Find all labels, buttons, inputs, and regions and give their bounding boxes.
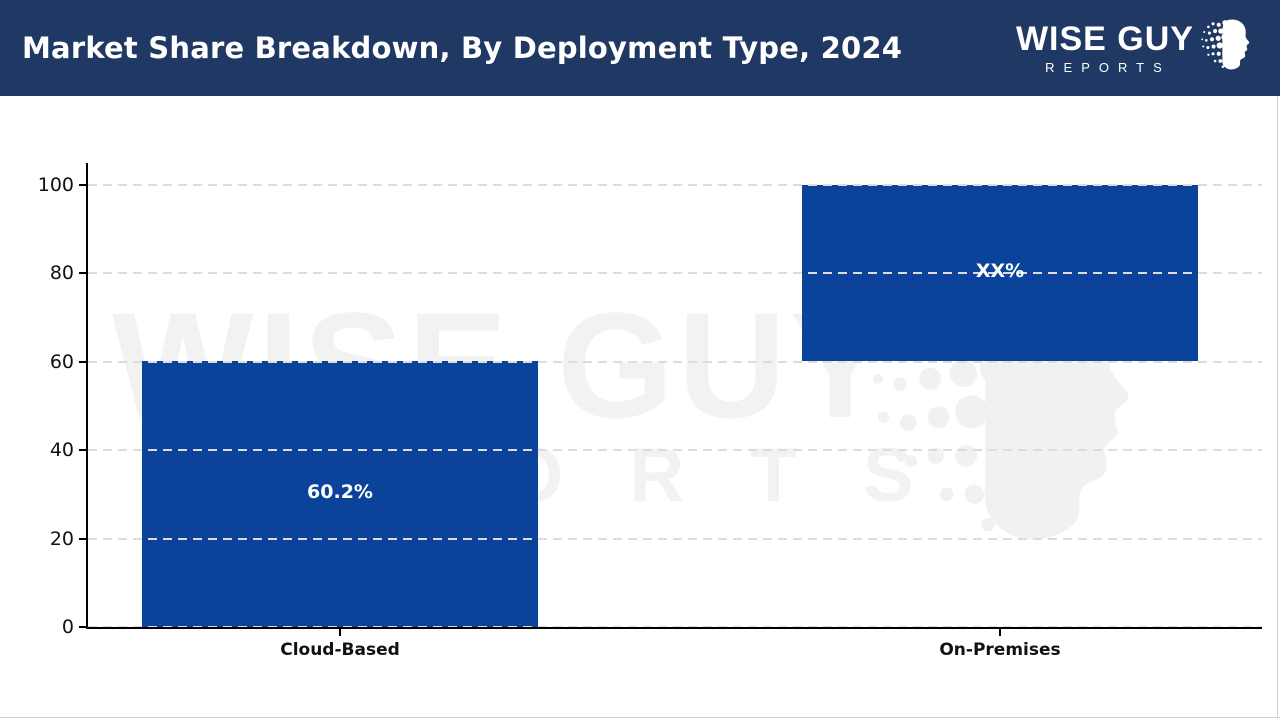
brand-name: WISE GUY xyxy=(1015,20,1194,58)
chart-title: Market Share Breakdown, By Deployment Ty… xyxy=(22,31,903,65)
page-bottom-border xyxy=(0,717,1280,718)
y-tick-label: 80 xyxy=(49,262,74,285)
gridline-y80 xyxy=(88,272,1262,275)
x-category-label: Cloud-Based xyxy=(280,640,400,660)
gridline-y20 xyxy=(88,537,1262,540)
y-tick-mark xyxy=(79,360,86,363)
y-tick-mark xyxy=(79,184,86,186)
y-tick-label: 20 xyxy=(49,527,74,550)
brand-subtitle: REPORTS xyxy=(1045,60,1171,75)
y-tick-label: 0 xyxy=(61,616,74,638)
bar-cloud-based xyxy=(142,360,538,627)
y-tick-label: 40 xyxy=(49,439,74,462)
gridline-y100 xyxy=(88,184,1262,186)
y-tick-label: 60 xyxy=(49,350,74,373)
bar-value-label: XX% xyxy=(975,259,1025,282)
y-tick-label: 100 xyxy=(37,174,74,196)
y-axis-line xyxy=(86,163,88,629)
gridline-y60 xyxy=(88,360,1262,363)
brand-face-icon xyxy=(1196,4,1258,92)
x-tick-mark xyxy=(999,629,1001,636)
y-tick-mark xyxy=(79,537,86,540)
brand-logo: WISE GUY REPORTS xyxy=(1016,4,1258,92)
header-banner: Market Share Breakdown, By Deployment Ty… xyxy=(0,0,1280,96)
x-tick-mark xyxy=(339,629,341,636)
x-category-label: On-Premises xyxy=(939,640,1061,660)
brand-logo-text: WISE GUY REPORTS xyxy=(1016,22,1194,74)
y-tick-mark xyxy=(79,449,86,452)
gridline-y40 xyxy=(88,449,1262,452)
y-tick-mark xyxy=(79,272,86,275)
x-axis-line xyxy=(86,627,1262,629)
bar-value-label: 60.2% xyxy=(307,480,373,503)
page-right-border xyxy=(1277,96,1278,717)
y-tick-mark xyxy=(79,626,86,628)
